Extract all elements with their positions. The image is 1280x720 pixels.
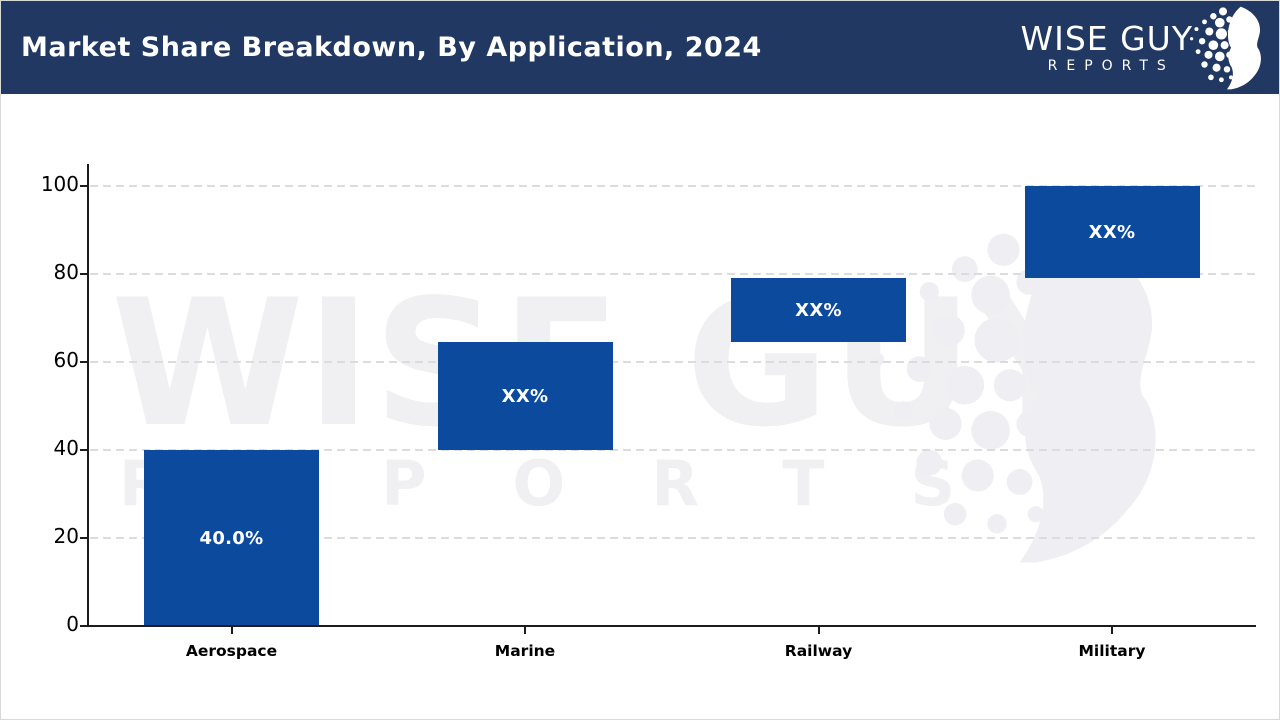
- y-tick-mark: [80, 361, 88, 363]
- y-tick-label: 100: [40, 172, 79, 196]
- x-tick-mark: [230, 627, 233, 634]
- gridline: [90, 361, 1256, 363]
- y-tick-mark: [80, 449, 88, 451]
- x-category-label: Aerospace: [185, 642, 278, 660]
- gridline: [90, 449, 1256, 451]
- bar-value-label: XX%: [1088, 221, 1136, 243]
- bar-aerospace: 40.0%: [144, 450, 319, 626]
- page-title: Market Share Breakdown, By Application, …: [21, 32, 762, 63]
- bar-marine: XX%: [437, 342, 613, 450]
- logo-text: WISE GUY REPORTS: [1020, 22, 1193, 73]
- y-tick-label: 60: [53, 348, 79, 372]
- y-tick-mark: [80, 625, 88, 627]
- gridline: [90, 273, 1256, 275]
- x-category-label: Marine: [494, 642, 556, 660]
- chart-area: WISE GUY REPORTS 0 20 40 60 80 100 40.0% Aerosp…: [1, 94, 1279, 719]
- dotted-face-icon: [1190, 6, 1261, 89]
- y-axis-spine: [87, 164, 89, 627]
- wise-guy-reports-logo: WISE GUY REPORTS: [1020, 5, 1269, 91]
- bar-value-label: 40.0%: [199, 527, 264, 549]
- header-bar: Market Share Breakdown, By Application, …: [1, 1, 1279, 94]
- x-category-label: Railway: [784, 642, 853, 660]
- x-tick-mark: [1111, 627, 1113, 634]
- bar-railway: XX%: [731, 278, 906, 343]
- y-tick-mark: [80, 185, 88, 187]
- logo-wordmark: WISE GUY: [1020, 19, 1193, 58]
- x-tick-mark: [524, 627, 526, 634]
- logo-subtext: REPORTS: [1047, 58, 1175, 74]
- bar-value-label: XX%: [795, 299, 842, 321]
- x-axis-spine: [87, 625, 1256, 627]
- gridline: [90, 537, 1256, 539]
- plot: 0 20 40 60 80 100 40.0% Aerospace XX% Marine XX% Ra…: [1, 94, 1279, 719]
- x-tick-mark: [817, 627, 820, 634]
- x-category-label: Military: [1078, 642, 1146, 660]
- y-tick-mark: [80, 537, 88, 539]
- y-tick-label: 20: [53, 524, 79, 548]
- y-tick-mark: [80, 273, 88, 275]
- bar-value-label: XX%: [501, 385, 549, 407]
- y-tick-label: 80: [53, 260, 79, 284]
- y-tick-label: 0: [66, 612, 79, 636]
- bar-military: XX%: [1024, 186, 1200, 279]
- y-tick-label: 40: [53, 436, 79, 460]
- gridline: [90, 185, 1256, 187]
